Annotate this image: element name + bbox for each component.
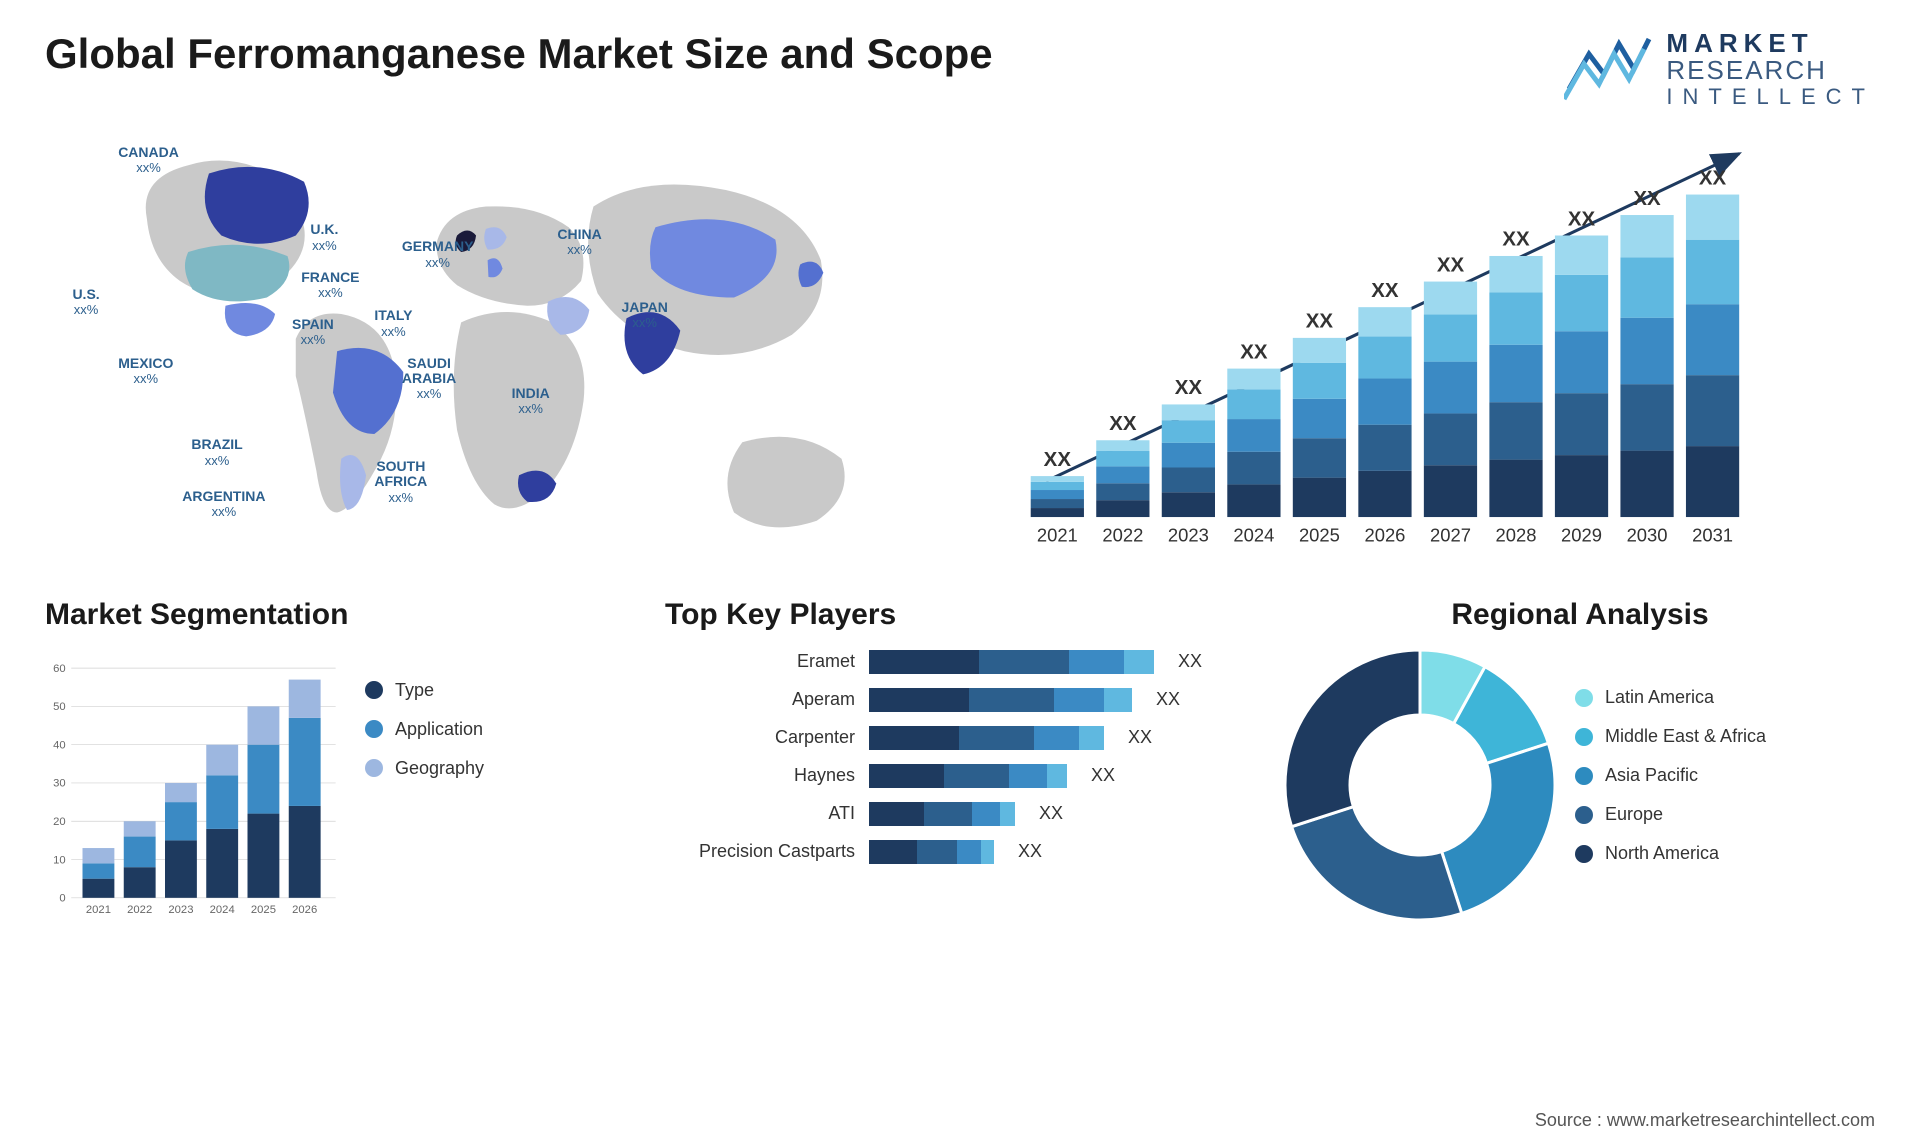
legend-item: Application [365, 719, 484, 740]
player-row: Haynes XX [665, 764, 1255, 788]
svg-text:2026: 2026 [292, 904, 317, 916]
regional-donut-chart [1285, 650, 1555, 920]
player-bar [869, 726, 1104, 750]
player-row: Eramet XX [665, 650, 1255, 674]
regional-title: Regional Analysis [1285, 598, 1875, 632]
player-value: XX [1156, 689, 1180, 710]
players-title: Top Key Players [665, 598, 1255, 632]
player-label: ATI [665, 803, 855, 824]
svg-text:2021: 2021 [1037, 524, 1078, 545]
player-label: Precision Castparts [665, 841, 855, 862]
svg-text:2029: 2029 [1561, 524, 1602, 545]
player-value: XX [1018, 841, 1042, 862]
legend-item: Europe [1575, 804, 1766, 825]
svg-text:2025: 2025 [1299, 524, 1340, 545]
legend-item: North America [1575, 843, 1766, 864]
players-chart: Eramet XX Aperam XX Carpenter XX Haynes XX ATI XX… [665, 650, 1255, 930]
player-label: Eramet [665, 651, 855, 672]
svg-text:2026: 2026 [1364, 524, 1405, 545]
player-bar [869, 650, 1154, 674]
svg-text:XX: XX [1437, 253, 1465, 276]
player-row: Carpenter XX [665, 726, 1255, 750]
svg-text:2027: 2027 [1430, 524, 1471, 545]
regional-legend: Latin America Middle East & Africa Asia Pa… [1575, 687, 1766, 882]
svg-text:XX: XX [1240, 340, 1268, 363]
player-value: XX [1039, 803, 1063, 824]
svg-text:10: 10 [53, 854, 66, 866]
segmentation-legend: Type Application Geography [365, 650, 484, 930]
legend-item: Geography [365, 758, 484, 779]
player-label: Aperam [665, 689, 855, 710]
logo-text-1: MARKET [1666, 30, 1875, 57]
player-bar [869, 764, 1067, 788]
player-value: XX [1091, 765, 1115, 786]
regional-section: Regional Analysis Latin America Middle Ea… [1285, 598, 1875, 958]
player-row: ATI XX [665, 802, 1255, 826]
growth-bar-chart: XX 2021 XX 2022 XX 2023 XX 2024 XX 2025 XX 2026 XX 20… [1000, 128, 1875, 558]
svg-text:XX: XX [1633, 186, 1661, 209]
svg-text:XX: XX [1699, 166, 1727, 189]
svg-text:2022: 2022 [1102, 524, 1143, 545]
svg-text:XX: XX [1568, 207, 1596, 230]
legend-item: Asia Pacific [1575, 765, 1766, 786]
legend-item: Middle East & Africa [1575, 726, 1766, 747]
segmentation-title: Market Segmentation [45, 598, 635, 632]
svg-text:2025: 2025 [251, 904, 276, 916]
logo-mark-icon [1564, 34, 1654, 104]
player-label: Haynes [665, 765, 855, 786]
player-bar [869, 688, 1132, 712]
svg-text:2030: 2030 [1627, 524, 1668, 545]
svg-text:XX: XX [1109, 412, 1137, 435]
svg-text:2024: 2024 [1233, 524, 1274, 545]
svg-text:60: 60 [53, 663, 66, 675]
svg-text:XX: XX [1502, 227, 1530, 250]
svg-text:2023: 2023 [1168, 524, 1209, 545]
svg-text:XX: XX [1371, 279, 1399, 302]
svg-text:XX: XX [1175, 376, 1203, 399]
svg-text:50: 50 [53, 701, 66, 713]
svg-text:30: 30 [53, 777, 66, 789]
segmentation-section: Market Segmentation 0 10 20 30 40 50 60 2021 202… [45, 598, 635, 958]
svg-text:XX: XX [1044, 448, 1072, 471]
player-bar [869, 802, 1015, 826]
legend-item: Type [365, 680, 484, 701]
legend-item: Latin America [1575, 687, 1766, 708]
world-map: CANADAxx%U.S.xx%MEXICOxx%BRAZILxx%ARGENT… [45, 128, 960, 558]
player-row: Aperam XX [665, 688, 1255, 712]
logo-text-2: RESEARCH [1666, 57, 1875, 84]
source-attribution: Source : www.marketresearchintellect.com [1535, 1110, 1875, 1131]
segmentation-chart: 0 10 20 30 40 50 60 2021 2022 2023 2024 2025 2026 [45, 650, 345, 930]
player-bar [869, 840, 994, 864]
player-value: XX [1128, 727, 1152, 748]
player-value: XX [1178, 651, 1202, 672]
svg-text:0: 0 [59, 892, 65, 904]
page-title: Global Ferromanganese Market Size and Sc… [45, 30, 993, 78]
svg-text:XX: XX [1306, 309, 1334, 332]
svg-text:2021: 2021 [86, 904, 111, 916]
svg-text:2022: 2022 [127, 904, 152, 916]
svg-text:2024: 2024 [210, 904, 235, 916]
svg-text:20: 20 [53, 816, 66, 828]
svg-text:2028: 2028 [1496, 524, 1537, 545]
svg-text:40: 40 [53, 739, 66, 751]
player-label: Carpenter [665, 727, 855, 748]
svg-text:2031: 2031 [1692, 524, 1733, 545]
logo-text-3: INTELLECT [1666, 85, 1875, 108]
players-section: Top Key Players ErametXXAperamXXCarpente… [665, 598, 1255, 958]
brand-logo: MARKET RESEARCH INTELLECT [1564, 30, 1875, 108]
player-row: Precision Castparts XX [665, 840, 1255, 864]
svg-text:2023: 2023 [168, 904, 193, 916]
